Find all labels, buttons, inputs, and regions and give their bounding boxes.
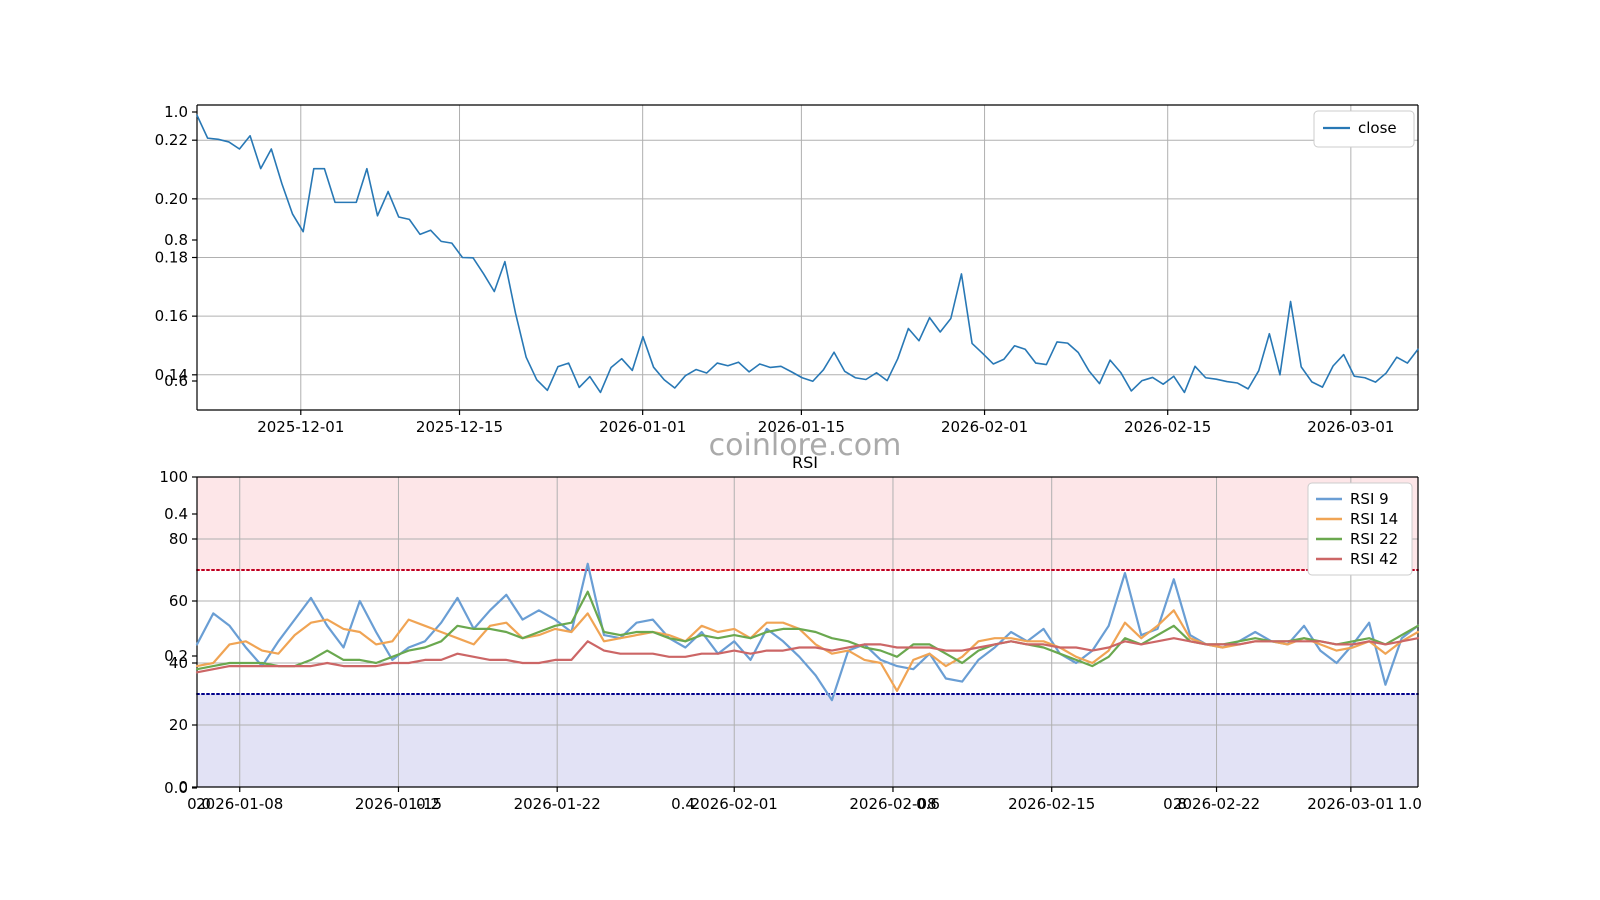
rsi-x-norm-tick-label: 0.0 xyxy=(187,795,211,813)
rsi-series-rsi-42 xyxy=(195,637,1420,674)
rsi-threshold-lines xyxy=(196,569,1419,695)
watermark-text: coinlore.com xyxy=(709,428,902,463)
price-legend-box xyxy=(1313,110,1415,148)
rsi-legend-label: RSI 42 xyxy=(1350,550,1398,568)
price-y-norm-tick-label: 0.6 xyxy=(164,372,188,390)
rsi-x-tick-label: 2026-02-01 xyxy=(691,795,778,813)
rsi-x-tick-label: 2026-01-15 xyxy=(355,795,442,813)
rsi-x-tick-label: 2026-01-22 xyxy=(514,795,601,813)
rsi-y-tick-label: 0 xyxy=(178,778,188,796)
rsi-legend-label: RSI 22 xyxy=(1350,530,1398,548)
rsi-y-tick-label: 40 xyxy=(169,654,188,672)
rsi-y-tick-label: 80 xyxy=(169,530,188,548)
price-y-norm-tick-label: 0.8 xyxy=(164,231,188,249)
rsi-legend-label: RSI 14 xyxy=(1350,510,1398,528)
rsi-title: RSI xyxy=(792,453,818,472)
price-y-norm-tick-label: 1.0 xyxy=(164,103,188,121)
price-x-tick-label: 2026-01-01 xyxy=(599,418,686,436)
price-x-tick-label: 2025-12-15 xyxy=(416,418,503,436)
price-x-tick-labels: 2025-12-01 2025-12-15 2026-01-01 2026-01-15… xyxy=(257,410,1394,436)
price-y-normalized-tick-labels: 1.0 0.8 0.6 xyxy=(164,103,197,390)
price-x-tick-label: 2026-02-01 xyxy=(941,418,1028,436)
price-x-tick-label: 2025-12-01 xyxy=(257,418,344,436)
rsi-y-tick-labels: 100 80 60 40 20 0 xyxy=(159,468,197,796)
rsi-x-norm-tick-label: 0.8 xyxy=(1163,795,1187,813)
rsi-x-norm-tick-label: 1.0 xyxy=(1398,795,1422,813)
price-x-tick-label: 2026-01-15 xyxy=(758,418,845,436)
rsi-x-normalized-tick-labels: 0.0 0.2 0.4 0.6 0.8 1.0 xyxy=(187,795,1422,813)
price-legend-label: close xyxy=(1358,119,1397,137)
rsi-x-tick-label: 2026-02-22 xyxy=(1173,795,1260,813)
rsi-x-tick-label: 2026-03-01 xyxy=(1307,795,1394,813)
rsi-overbought-band xyxy=(197,477,1418,570)
rsi-y-norm-tick-label: 0.2 xyxy=(164,647,188,665)
price-y-tick-label: 0.16 xyxy=(155,307,188,325)
price-gridlines xyxy=(197,105,1418,410)
rsi-x-norm-tick-label: 0.2 xyxy=(416,795,440,813)
rsi-legend-box xyxy=(1307,482,1413,576)
rsi-y-tick-label: 20 xyxy=(169,716,188,734)
rsi-y-tick-label: 100 xyxy=(159,468,188,486)
price-y-tick-label: 0.18 xyxy=(155,249,188,267)
rsi-oversold-band xyxy=(197,694,1418,787)
price-y-tick-labels: 0.22 0.20 0.18 0.16 0.14 xyxy=(155,131,197,384)
rsi-legend-label: RSI 9 xyxy=(1350,490,1389,508)
rsi-shaded-bands xyxy=(197,477,1418,787)
rsi-y-norm-tick-label: 0.4 xyxy=(164,505,188,523)
price-x-tick-label: 2026-03-01 xyxy=(1307,418,1394,436)
close-price-line xyxy=(196,114,1419,394)
price-y-tick-label: 0.20 xyxy=(155,190,188,208)
price-y-tick-label: 0.14 xyxy=(155,366,188,384)
rsi-y-norm-tick-label: 0.0 xyxy=(164,779,188,797)
rsi-x-norm-tick-label: 0.6 xyxy=(916,795,940,813)
price-panel: 0.22 0.20 0.18 0.16 0.14 1.0 0.8 0.6 2025-12-0… xyxy=(155,103,1419,436)
rsi-legend[interactable]: RSI 9 RSI 14 RSI 22 RSI 42 xyxy=(1307,482,1413,576)
rsi-x-tick-label: 2026-01-08 xyxy=(196,795,283,813)
rsi-series-lines xyxy=(195,562,1420,702)
rsi-x-tick-labels: 2026-01-08 2026-01-15 2026-01-22 2026-02-01… xyxy=(196,787,1394,813)
price-x-tick-label: 2026-02-15 xyxy=(1124,418,1211,436)
price-legend[interactable]: close xyxy=(1313,110,1415,148)
rsi-x-tick-label: 2026-02-08 xyxy=(849,795,936,813)
rsi-y-tick-label: 60 xyxy=(169,592,188,610)
rsi-series-rsi-14 xyxy=(195,609,1420,692)
price-y-tick-label: 0.22 xyxy=(155,131,188,149)
rsi-x-tick-label: 2026-02-15 xyxy=(1008,795,1095,813)
rsi-y-normalized-tick-labels: 0.4 0.2 0.0 xyxy=(164,505,197,797)
rsi-x-norm-tick-label: 0.4 xyxy=(671,795,695,813)
